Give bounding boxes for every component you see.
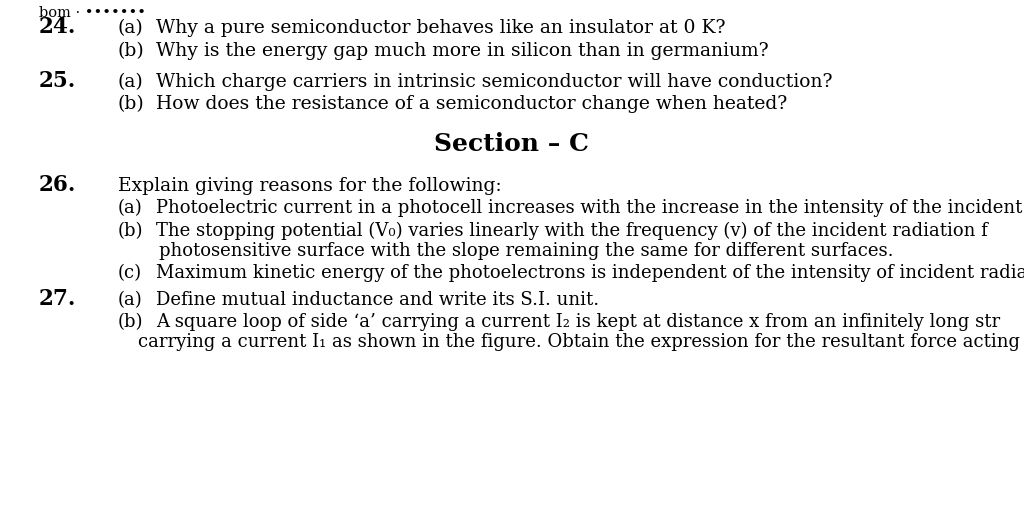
Text: (b): (b) [118, 222, 143, 240]
Text: carrying a current I₁ as shown in the figure. Obtain the expression for the resu: carrying a current I₁ as shown in the fi… [138, 333, 1024, 351]
Text: (b): (b) [118, 95, 144, 113]
Text: 25.: 25. [39, 70, 76, 92]
Text: The stopping potential (V₀) varies linearly with the frequency (v) of the incide: The stopping potential (V₀) varies linea… [156, 222, 987, 240]
Text: 24.: 24. [39, 16, 76, 38]
Text: bom · •••••••: bom · ••••••• [39, 6, 145, 20]
Text: (a): (a) [118, 19, 143, 37]
Text: (b): (b) [118, 313, 143, 331]
Text: Maximum kinetic energy of the photoelectrons is independent of the intensity of : Maximum kinetic energy of the photoelect… [156, 264, 1024, 282]
Text: 27.: 27. [39, 288, 76, 310]
Text: photosensitive surface with the slope remaining the same for different surfaces.: photosensitive surface with the slope re… [159, 242, 893, 260]
Text: Photoelectric current in a photocell increases with the increase in the intensit: Photoelectric current in a photocell inc… [156, 199, 1024, 217]
Text: 26.: 26. [39, 174, 76, 196]
Text: Explain giving reasons for the following:: Explain giving reasons for the following… [118, 177, 502, 195]
Text: Why a pure semiconductor behaves like an insulator at 0 K?: Why a pure semiconductor behaves like an… [156, 19, 725, 37]
Text: A square loop of side ‘a’ carrying a current I₂ is kept at distance x from an in: A square loop of side ‘a’ carrying a cur… [156, 313, 999, 331]
Text: (b): (b) [118, 42, 144, 60]
Text: Which charge carriers in intrinsic semiconductor will have conduction?: Which charge carriers in intrinsic semic… [156, 73, 833, 91]
Text: Define mutual inductance and write its S.I. unit.: Define mutual inductance and write its S… [156, 291, 599, 309]
Text: (a): (a) [118, 291, 142, 309]
Text: (c): (c) [118, 264, 142, 282]
Text: (a): (a) [118, 199, 142, 217]
Text: (a): (a) [118, 73, 143, 91]
Text: Section – C: Section – C [434, 132, 590, 156]
Text: Why is the energy gap much more in silicon than in germanium?: Why is the energy gap much more in silic… [156, 42, 768, 60]
Text: How does the resistance of a semiconductor change when heated?: How does the resistance of a semiconduct… [156, 95, 787, 113]
